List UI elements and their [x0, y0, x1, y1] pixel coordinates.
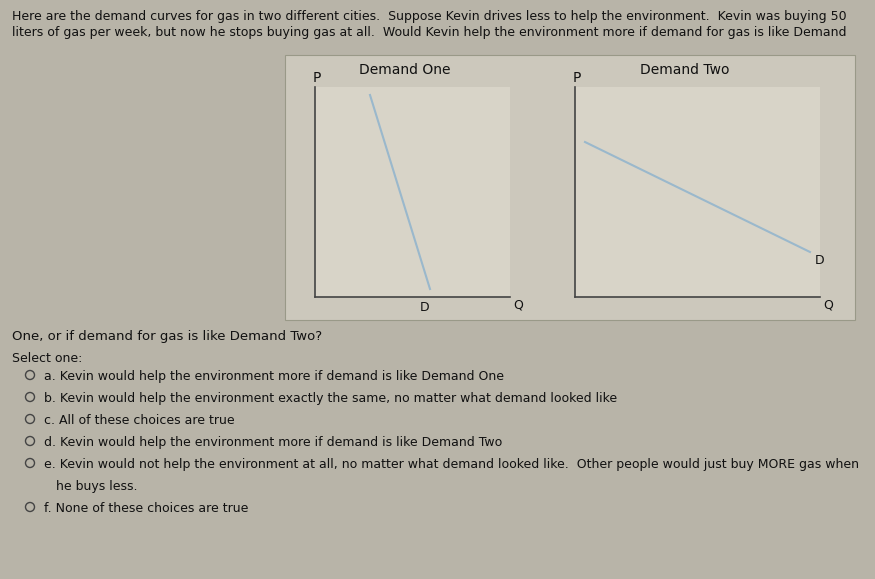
- Text: he buys less.: he buys less.: [44, 480, 137, 493]
- Bar: [285, 55, 855, 320]
- Text: P: P: [573, 71, 581, 85]
- Text: Demand Two: Demand Two: [640, 63, 730, 77]
- Text: P: P: [313, 71, 321, 85]
- Text: a. Kevin would help the environment more if demand is like Demand One: a. Kevin would help the environment more…: [44, 370, 504, 383]
- Text: D: D: [420, 301, 430, 314]
- Text: Demand One: Demand One: [360, 63, 451, 77]
- Text: One, or if demand for gas is like Demand Two?: One, or if demand for gas is like Demand…: [12, 330, 322, 343]
- Text: Q: Q: [823, 299, 833, 312]
- Text: Select one:: Select one:: [12, 352, 82, 365]
- Bar: [575, 87, 820, 297]
- Bar: [315, 87, 510, 297]
- Text: d. Kevin would help the environment more if demand is like Demand Two: d. Kevin would help the environment more…: [44, 436, 502, 449]
- Text: c. All of these choices are true: c. All of these choices are true: [44, 414, 235, 427]
- Text: liters of gas per week, but now he stops buying gas at all.  Would Kevin help th: liters of gas per week, but now he stops…: [12, 26, 846, 39]
- Text: D: D: [815, 254, 824, 267]
- Text: Here are the demand curves for gas in two different cities.  Suppose Kevin drive: Here are the demand curves for gas in tw…: [12, 10, 847, 23]
- Text: b. Kevin would help the environment exactly the same, no matter what demand look: b. Kevin would help the environment exac…: [44, 392, 617, 405]
- Text: e. Kevin would not help the environment at all, no matter what demand looked lik: e. Kevin would not help the environment …: [44, 458, 859, 471]
- Text: f. None of these choices are true: f. None of these choices are true: [44, 502, 248, 515]
- Text: Q: Q: [513, 299, 523, 312]
